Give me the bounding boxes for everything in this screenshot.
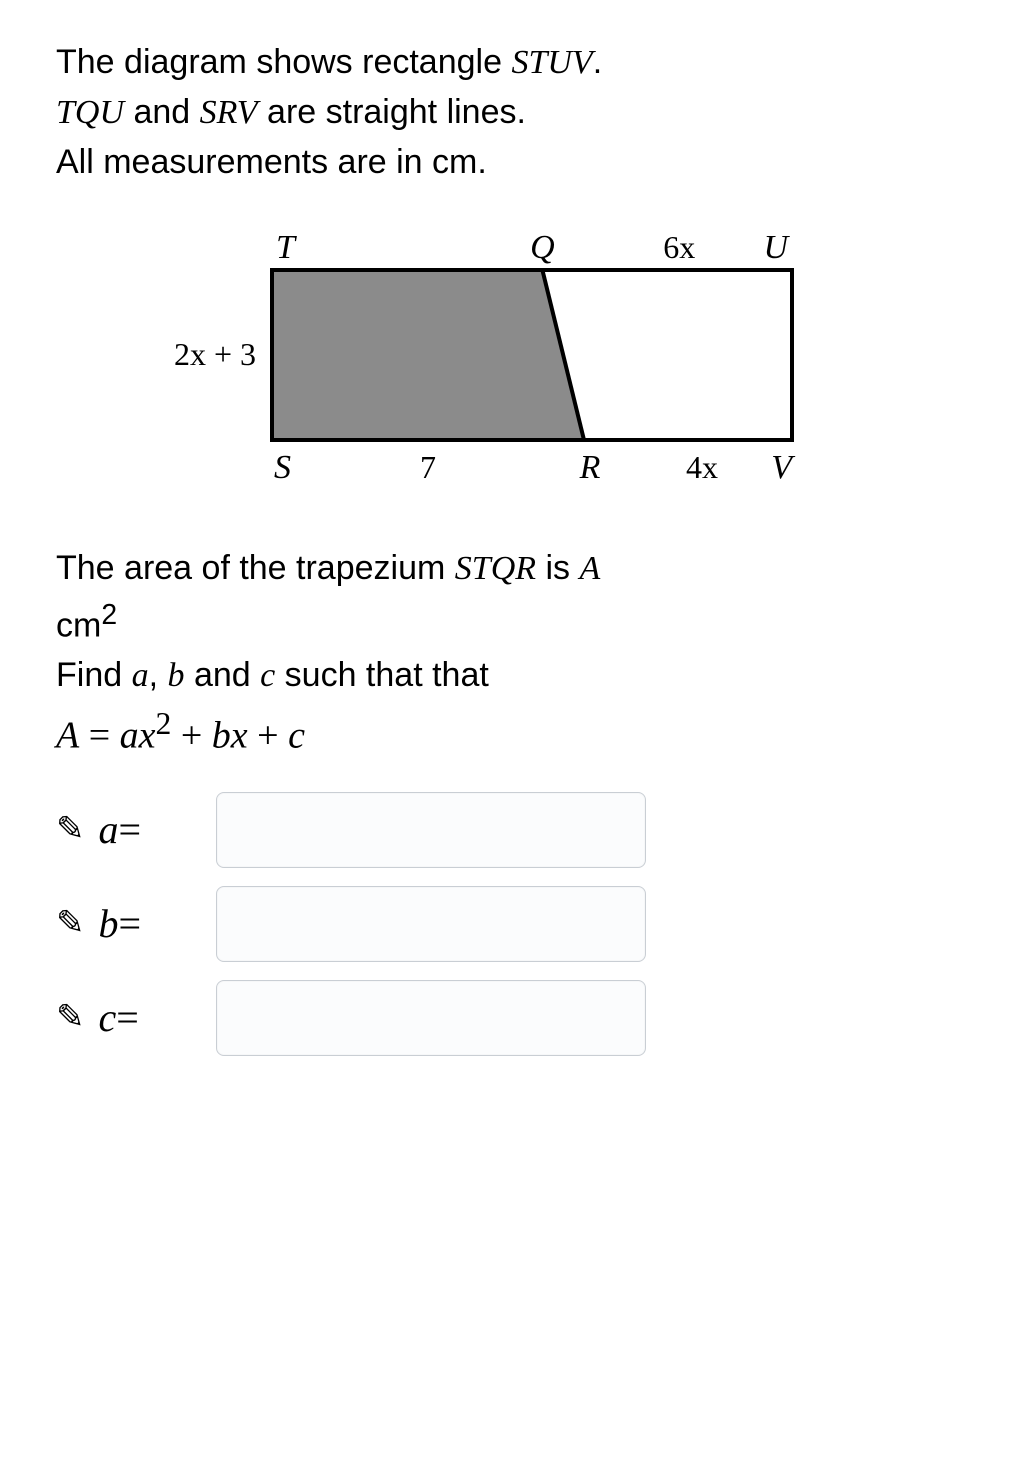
diagram-container: T Q U 6x 2x + 3 S R V 7 4x [56, 222, 968, 522]
pencil-icon: ✎ [56, 807, 85, 853]
answer-row-b: ✎ b = [56, 886, 968, 962]
answer-label-a: ✎ a = [56, 803, 216, 857]
var-b: b [168, 657, 185, 694]
area-pre: The area of the trapezium [56, 549, 455, 587]
and: and [185, 656, 261, 694]
var-c: c [260, 657, 275, 694]
svg-text:V: V [771, 449, 796, 486]
answer-label-b: ✎ b = [56, 897, 216, 951]
unit-sup: 2 [101, 599, 117, 631]
eq-c: c [288, 714, 305, 756]
var-a: a [132, 657, 149, 694]
answer-b-eq: = [119, 897, 142, 951]
answer-row-a: ✎ a = [56, 792, 968, 868]
rect-name: STUV [511, 44, 592, 81]
comma: , [149, 656, 168, 694]
find-post: such that that [275, 656, 489, 694]
answer-a-var: a [99, 803, 119, 857]
answer-c-eq: = [116, 991, 139, 1045]
eq-plus1: + [171, 714, 211, 756]
answer-b-var: b [99, 897, 119, 951]
svg-text:U: U [763, 229, 790, 266]
eq-plus2: + [248, 714, 288, 756]
svg-text:2x + 3: 2x + 3 [174, 336, 256, 372]
answer-row-c: ✎ c = [56, 980, 968, 1056]
trapezium-name: STQR [455, 550, 536, 587]
intro-line-2-post: are straight lines. [258, 93, 526, 131]
unit: cm [56, 606, 101, 644]
eq-a: a [120, 714, 139, 756]
pencil-icon: ✎ [56, 995, 85, 1041]
rectangle-diagram: T Q U 6x 2x + 3 S R V 7 4x [132, 222, 892, 522]
area-statement: The area of the trapezium STQR is A [56, 546, 968, 592]
intro-line-1: The diagram shows rectangle STUV. [56, 40, 968, 86]
line-tqu: TQU [56, 94, 124, 131]
answer-input-c[interactable] [216, 980, 646, 1056]
unit-line: cm2 [56, 596, 968, 649]
svg-text:4x: 4x [686, 449, 718, 485]
intro-line-2: TQU and SRV are straight lines. [56, 90, 968, 136]
answer-input-b[interactable] [216, 886, 646, 962]
eq-b: b [212, 714, 231, 756]
answer-input-a[interactable] [216, 792, 646, 868]
intro-line-1-pre: The diagram shows rectangle [56, 43, 511, 81]
find-pre: Find [56, 656, 132, 694]
equation-line: A = ax2 + bx + c [56, 703, 968, 762]
svg-text:7: 7 [420, 449, 436, 485]
eq-x2: x [139, 714, 156, 756]
answer-c-var: c [99, 991, 117, 1045]
eq-sup: 2 [156, 706, 172, 741]
answer-label-c: ✎ c = [56, 991, 216, 1045]
intro-line-3: All measurements are in cm. [56, 140, 968, 186]
eq-eq: = [79, 714, 119, 756]
intro-line-2-mid: and [124, 93, 200, 131]
svg-text:T: T [276, 229, 297, 266]
eq-x: x [231, 714, 248, 756]
svg-text:R: R [579, 449, 601, 486]
answer-block: ✎ a = ✎ b = ✎ c = [56, 792, 968, 1056]
line-srv: SRV [200, 94, 258, 131]
area-var: A [579, 550, 600, 587]
eq-lhs: A [56, 714, 79, 756]
intro-line-1-post: . [593, 43, 602, 81]
find-line: Find a, b and c such that that [56, 653, 968, 699]
svg-text:Q: Q [530, 229, 555, 266]
svg-text:S: S [274, 449, 291, 486]
pencil-icon: ✎ [56, 901, 85, 947]
svg-text:6x: 6x [663, 229, 695, 265]
area-mid: is [536, 549, 579, 587]
answer-a-eq: = [119, 803, 142, 857]
